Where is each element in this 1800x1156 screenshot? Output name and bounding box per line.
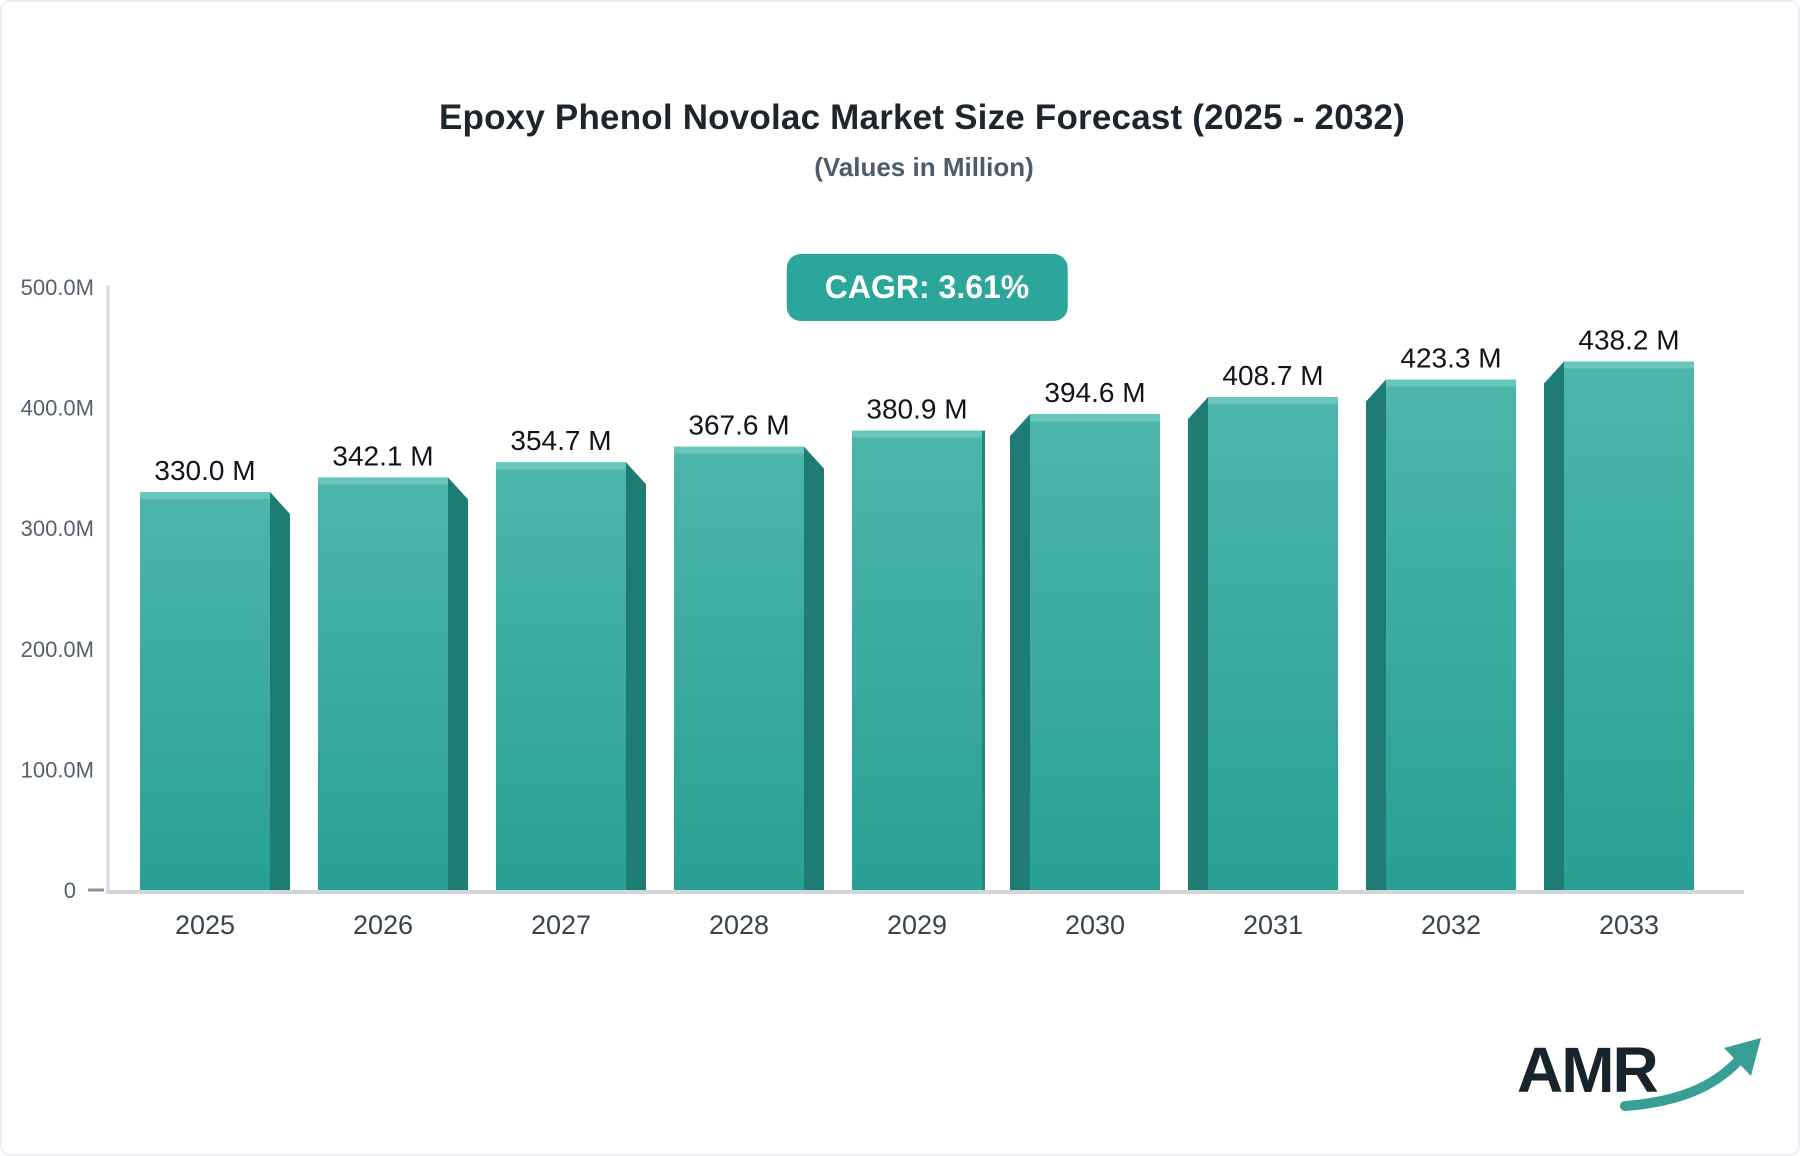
bar-front-face — [1386, 379, 1516, 890]
amr-logo-text: AMR — [1517, 1034, 1658, 1106]
bar-top-face — [674, 446, 804, 454]
bar-2027 — [496, 462, 646, 890]
bar-value-label: 394.6 M — [1044, 377, 1145, 408]
bar-front-face — [674, 446, 804, 890]
bar-front-face — [1208, 397, 1338, 890]
bar-value-label: 423.3 M — [1400, 343, 1501, 374]
bar-value-label: 438.2 M — [1578, 325, 1679, 356]
bar-top-face — [852, 430, 982, 438]
bar-2028 — [674, 446, 824, 890]
bar-2025 — [140, 492, 290, 890]
x-tick-label: 2025 — [175, 910, 235, 940]
bar-front-face — [496, 462, 626, 890]
cagr-badge: CAGR: 3.61% — [786, 254, 1068, 321]
bar-side-face — [804, 446, 824, 890]
bar-2030 — [1010, 414, 1160, 890]
x-tick-label: 2027 — [531, 910, 591, 940]
bar-top-face — [1564, 361, 1694, 369]
bar-top-face — [1030, 414, 1160, 422]
growth-arrow-icon — [1620, 1038, 1761, 1111]
x-tick-label: 2031 — [1243, 910, 1303, 940]
bar-front-face — [140, 492, 270, 890]
x-tick-label: 2032 — [1421, 910, 1481, 940]
y-tick-label: 500.0M — [21, 275, 94, 300]
y-tick-label: 100.0M — [21, 757, 94, 782]
chart-subtitle: (Values in Million) — [814, 152, 1034, 182]
bar-top-face — [318, 477, 448, 485]
bar-value-label: 342.1 M — [332, 440, 433, 471]
y-tick-label: 0 — [64, 878, 76, 903]
chart-title: Epoxy Phenol Novolac Market Size Forecas… — [438, 98, 1406, 137]
bar-side-face — [1366, 379, 1386, 890]
bar-side-face — [270, 492, 290, 890]
bar-front-face — [852, 430, 982, 890]
bar-top-face — [1208, 397, 1338, 405]
bar-2032 — [1366, 379, 1516, 890]
x-tick-label: 2030 — [1065, 910, 1125, 940]
bar-side-face — [1010, 414, 1030, 890]
bar-front-face — [318, 477, 448, 890]
bar-side-face — [1544, 361, 1564, 891]
bar-value-label: 380.9 M — [866, 394, 967, 425]
bar-top-face — [1386, 379, 1516, 387]
bar-side-face — [448, 477, 468, 890]
x-tick-label: 2026 — [353, 910, 413, 940]
bar-side-face — [1188, 397, 1208, 890]
bar-2026 — [318, 477, 468, 890]
x-tick-label: 2029 — [887, 910, 947, 940]
bar-top-face — [496, 462, 626, 470]
y-tick-label: 400.0M — [21, 396, 94, 421]
y-tick-label: 200.0M — [21, 637, 94, 662]
bar-value-label: 354.7 M — [510, 425, 611, 456]
bar-side-face — [626, 462, 646, 890]
x-tick-label: 2033 — [1599, 910, 1659, 940]
amr-logo: AMR — [1517, 1034, 1761, 1111]
bar-2033 — [1544, 361, 1694, 891]
y-tick-label: 300.0M — [21, 516, 94, 541]
bar-2029 — [852, 430, 985, 890]
x-tick-label: 2028 — [709, 910, 769, 940]
bar-2031 — [1188, 397, 1338, 890]
bar-value-label: 408.7 M — [1222, 360, 1323, 391]
bar-value-label: 330.0 M — [154, 455, 255, 486]
bar-front-face — [1030, 414, 1160, 890]
bar-front-face — [1564, 361, 1694, 891]
bar-value-label: 367.6 M — [688, 410, 789, 441]
bar-top-face — [140, 492, 270, 500]
